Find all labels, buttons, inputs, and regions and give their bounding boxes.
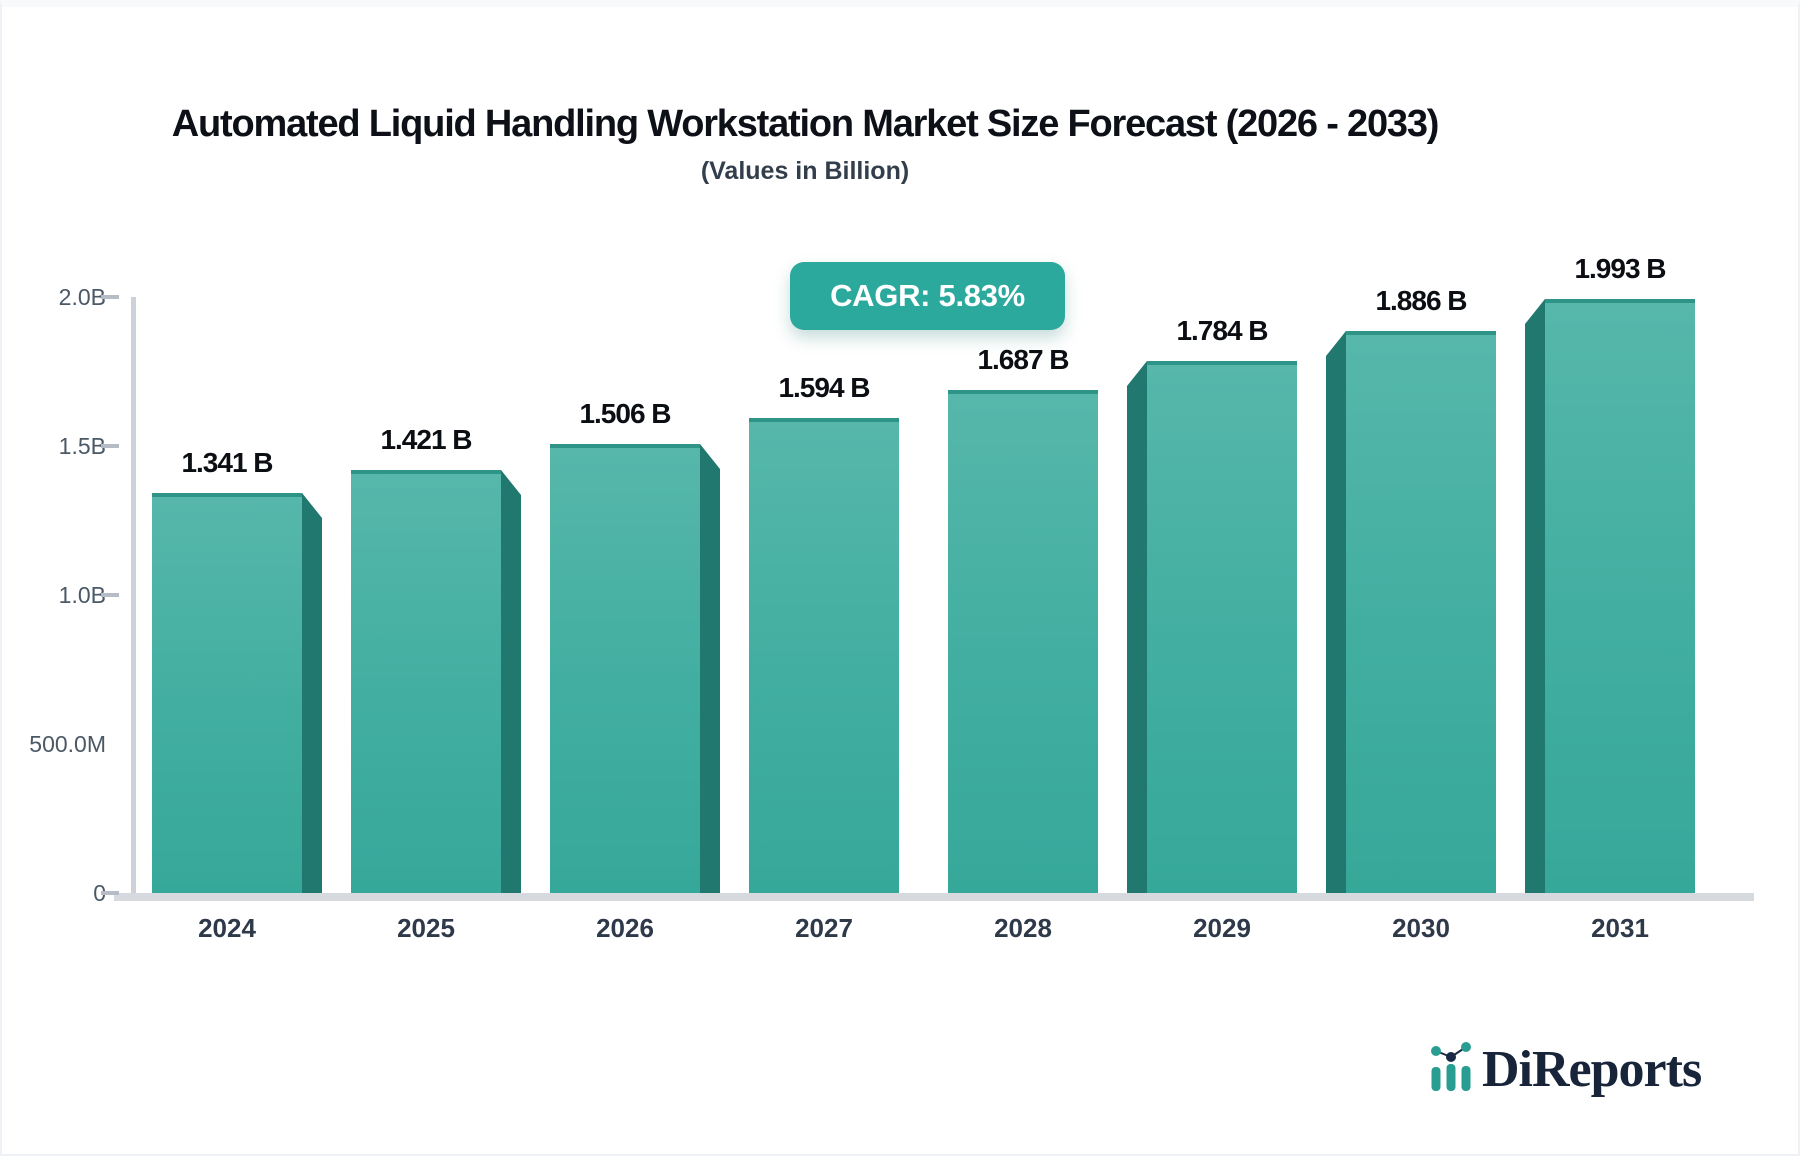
x-axis-label-2028: 2028 [994,913,1052,943]
bar-value-label-2026: 1.506 B [579,398,671,429]
x-axis-label-2029: 2029 [1193,913,1251,943]
x-axis-label-2024: 2024 [198,913,256,943]
bar-side-2024 [302,493,322,893]
bar-2025 [351,470,501,893]
y-tick-label-2.0B: 2.0B [58,284,106,310]
brand-logo: DiReports [1430,1039,1702,1098]
bar-value-label-2025: 1.421 B [380,424,472,455]
y-tick-dash-1.0B [101,593,119,597]
y-tick-dash-0 [101,891,119,895]
bar-value-label-2029: 1.784 B [1176,315,1268,346]
x-axis-label-2025: 2025 [397,913,455,943]
cagr-badge: CAGR: 5.83% [790,262,1065,330]
bar-2024 [152,493,302,893]
y-tick-label-500.0M: 500.0M [29,731,106,757]
chart-title: Automated Liquid Handling Workstation Ma… [171,103,1440,145]
y-tick-label-1.5B: 1.5B [58,433,106,459]
bar-2030 [1346,331,1496,893]
bar-value-label-2027: 1.594 B [778,372,870,403]
y-tick-label-1.0B: 1.0B [58,582,106,608]
bar-side-2026 [700,444,720,893]
x-axis-label-2027: 2027 [795,913,853,943]
y-axis-line [131,297,136,893]
y-tick-dash-1.5B [101,444,119,448]
x-axis-label-2031: 2031 [1591,913,1649,943]
chart-subtitle: (Values in Billion) [700,157,910,185]
bar-side-2025 [501,470,521,893]
y-tick-dash-2.0B [101,295,119,299]
bar-side-2029 [1127,361,1147,893]
bar-value-label-2031: 1.993 B [1574,253,1666,284]
x-axis-label-2030: 2030 [1392,913,1450,943]
bar-2026 [550,444,700,893]
bar-2029 [1147,361,1297,893]
bar-2028 [948,390,1098,893]
y-tick-label-0: 0 [93,880,106,906]
cagr-badge-label: CAGR: 5.83% [830,278,1025,313]
bar-2027 [749,418,899,893]
bar-2031 [1545,299,1695,893]
bar-side-2030 [1326,331,1346,893]
x-axis-label-2026: 2026 [596,913,654,943]
bar-side-2031 [1525,299,1545,893]
bar-value-label-2028: 1.687 B [977,344,1069,375]
bar-value-label-2030: 1.886 B [1375,285,1467,316]
bar-value-label-2024: 1.341 B [181,447,273,478]
mini-bar-chart-icon [1430,1039,1474,1096]
brand-logo-text: DiReports [1482,1041,1702,1098]
x-axis-baseline [114,893,1754,901]
